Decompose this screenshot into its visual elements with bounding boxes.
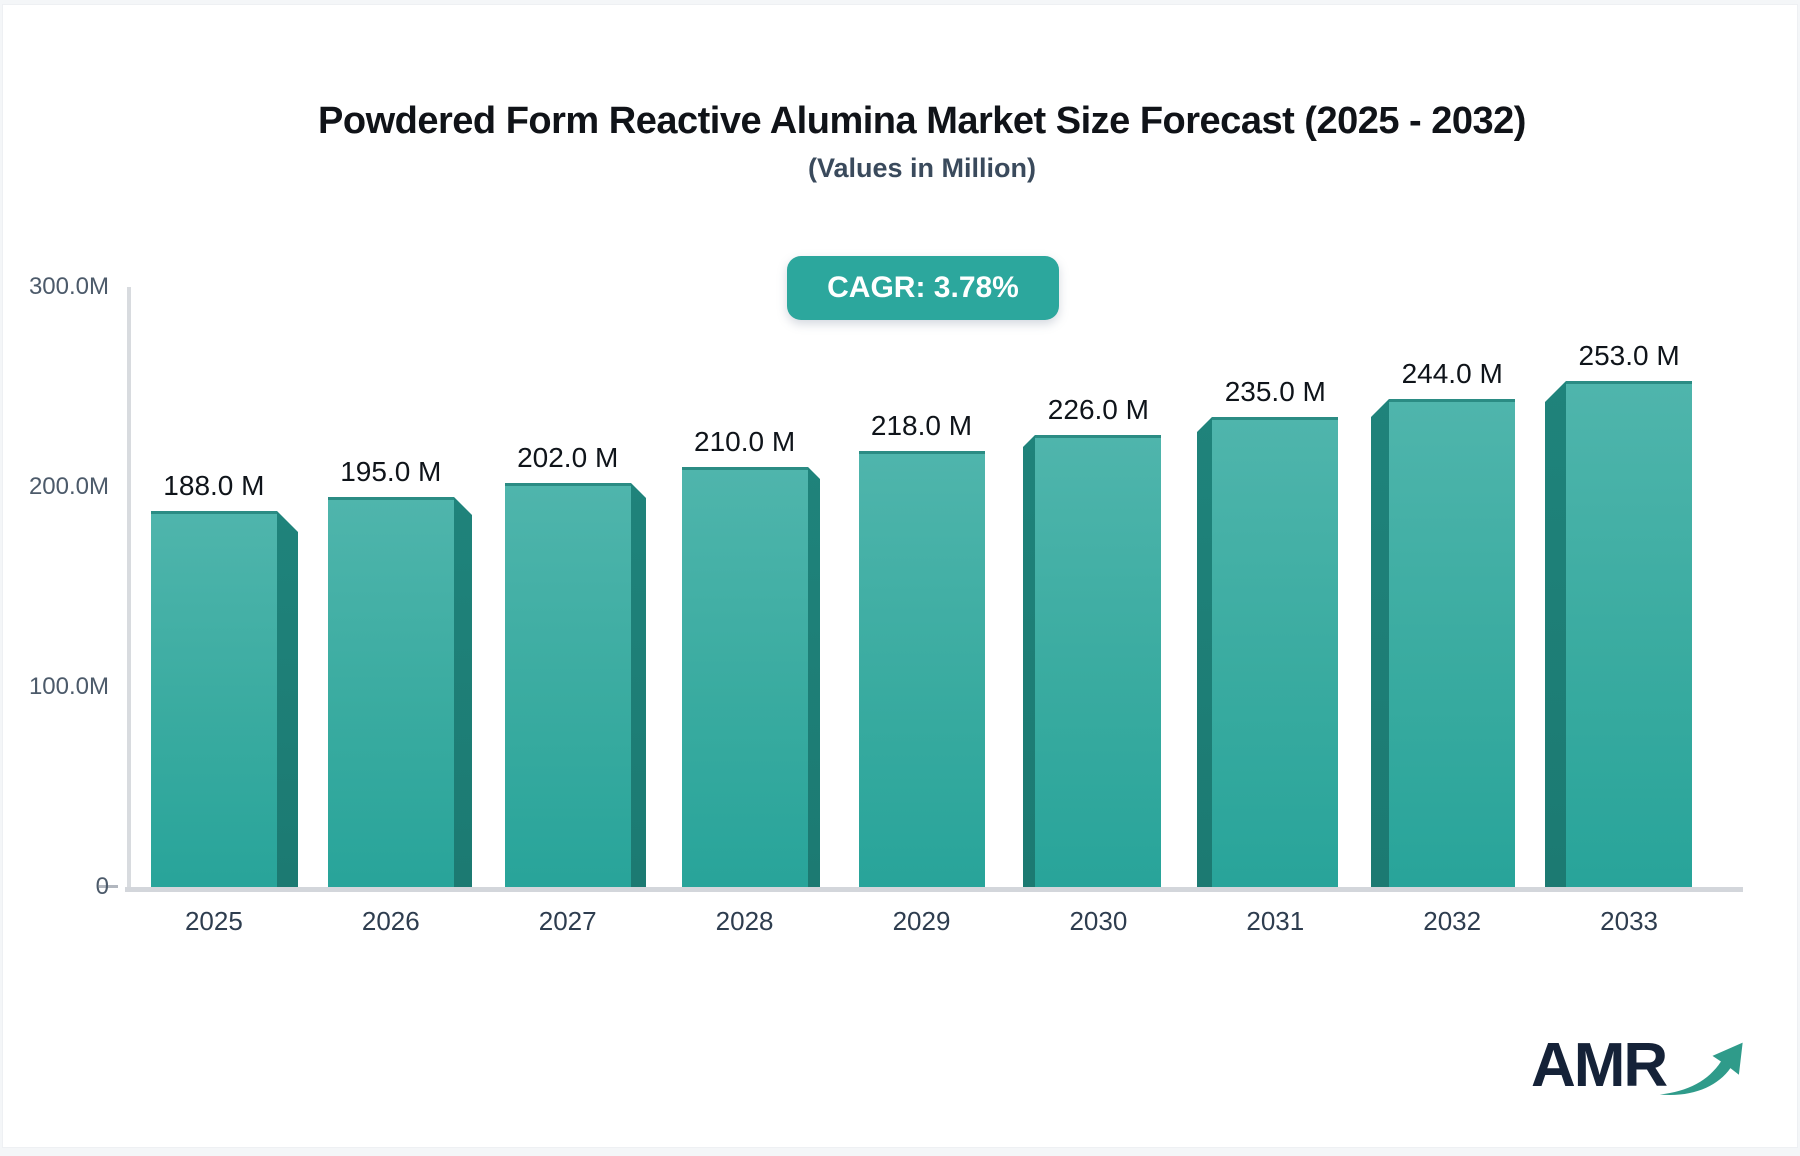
x-tick-label: 2032 [1423, 906, 1482, 936]
bar-side-panel [1197, 417, 1212, 887]
x-axis-line [125, 887, 1743, 892]
x-tick-label: 2028 [715, 906, 774, 936]
bar-value-label: 188.0 M [163, 470, 265, 501]
cagr-badge: CAGR: 3.78% [787, 256, 1059, 320]
x-tick-label: 2029 [892, 906, 951, 936]
bar [859, 451, 985, 887]
bar-value-label: 226.0 M [1047, 394, 1149, 425]
bar-value-label: 235.0 M [1224, 376, 1326, 407]
x-tick-label: 2027 [538, 906, 597, 936]
y-axis-label: 100.0M [28, 673, 109, 700]
bar-value-label: 244.0 M [1401, 358, 1503, 389]
amr-logo: AMR [1531, 1031, 1752, 1103]
bar-side-panel [277, 511, 298, 887]
amr-logo-text: AMR [1531, 1031, 1668, 1100]
x-tick-label: 2033 [1600, 906, 1659, 936]
x-tick-label: 2031 [1246, 906, 1305, 936]
bar [1389, 399, 1515, 887]
bar-side-panel [631, 483, 646, 887]
x-tick-label: 2030 [1069, 906, 1128, 936]
bar-value-label: 210.0 M [694, 426, 796, 457]
y-axis-label: 0 [95, 873, 109, 900]
bar-side-panel [1545, 381, 1566, 887]
bar-value-label: 253.0 M [1578, 340, 1680, 371]
y-axis-label: 300.0M [28, 273, 109, 300]
bar-value-label: 218.0 M [870, 410, 973, 441]
chart-card: Powdered Form Reactive Alumina Market Si… [2, 4, 1798, 1148]
chart-subtitle: (Values in Million) [807, 153, 1037, 183]
bar-chart: 300.0M 200.0M 100.0M 0 188.0 M 2025 195.0 M 202… [3, 5, 1797, 1147]
bar [505, 483, 631, 887]
x-tick-label: 2025 [184, 906, 243, 936]
bar [1566, 381, 1692, 887]
bar-side-panel [1371, 399, 1389, 887]
bar [151, 511, 277, 887]
zero-tick-mark [99, 885, 118, 888]
bar-side-panel [454, 497, 472, 887]
y-axis-line [127, 287, 131, 888]
bar-side-panel [1023, 435, 1035, 887]
chart-title: Powdered Form Reactive Alumina Market Si… [318, 100, 1526, 142]
bar [1035, 435, 1161, 887]
bar [328, 497, 454, 887]
bar-value-label: 202.0 M [517, 442, 619, 473]
y-axis-label: 200.0M [28, 473, 109, 500]
bar-value-label: 195.0 M [340, 456, 442, 487]
bar [1212, 417, 1338, 887]
logo-growth-arrow-icon [1659, 1042, 1743, 1095]
bar-side-panel [808, 467, 820, 887]
x-tick-label: 2026 [361, 906, 420, 936]
bar [682, 467, 808, 887]
